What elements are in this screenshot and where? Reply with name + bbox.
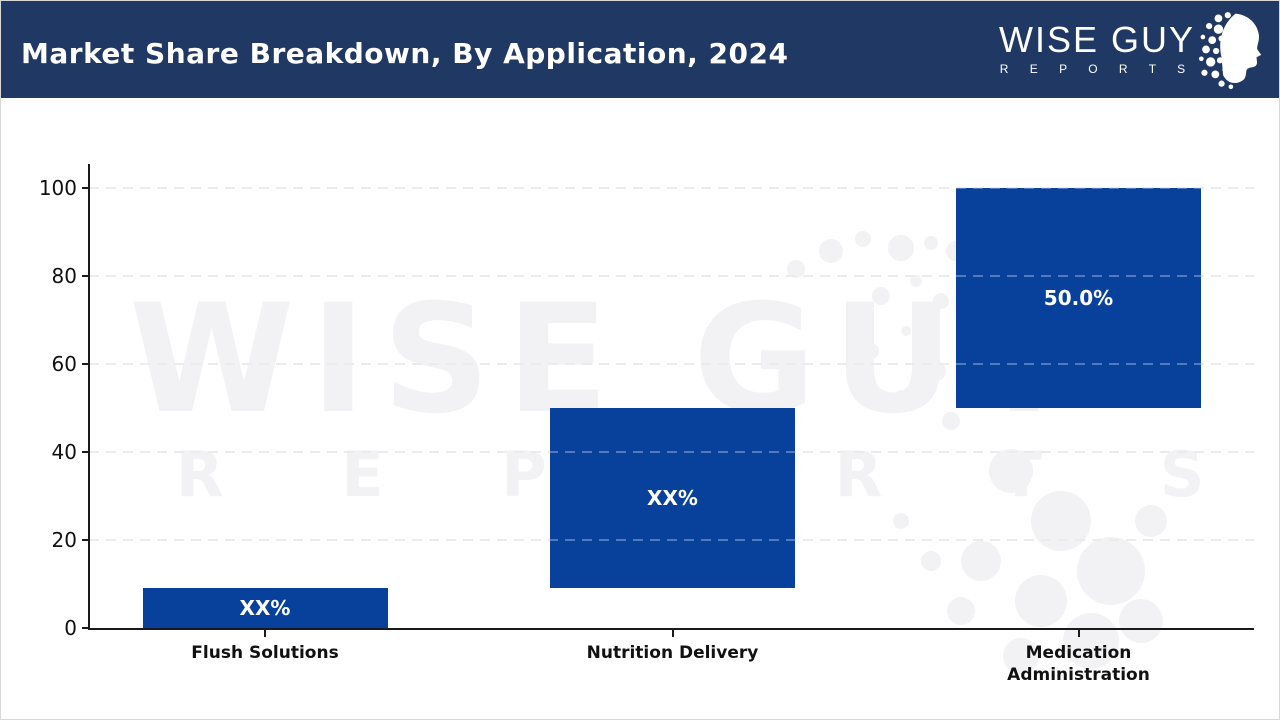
watermark-dot xyxy=(1003,638,1039,674)
dotted-face-icon xyxy=(1199,12,1262,90)
watermark-dot xyxy=(819,239,843,263)
watermark-dot xyxy=(926,361,946,381)
watermark-dot xyxy=(924,236,938,250)
y-tick-label: 40 xyxy=(51,440,77,464)
y-tick-label: 20 xyxy=(51,528,77,552)
category-label: Flush Solutions xyxy=(191,643,339,663)
watermark-dot xyxy=(863,343,879,359)
wise-guy-reports-logo: WISE GUY R E P O R T S xyxy=(999,7,1273,93)
watermark-dot xyxy=(872,287,890,305)
watermark-dot xyxy=(1015,575,1067,627)
y-tick-label: 60 xyxy=(51,352,77,376)
logo-wordmark: WISE GUY xyxy=(998,19,1195,60)
y-tick xyxy=(82,363,89,365)
gridline-overlay xyxy=(89,451,1254,453)
y-tick-label: 0 xyxy=(64,616,77,640)
watermark-dot xyxy=(787,260,805,278)
gridline-overlay xyxy=(89,539,1254,541)
watermark-dot xyxy=(942,412,960,430)
watermark-dot xyxy=(921,551,941,571)
bar-value-label: XX% xyxy=(239,596,291,621)
watermark-dot xyxy=(893,513,909,529)
watermark-dot xyxy=(947,597,975,625)
category-label: Nutrition Delivery xyxy=(586,643,759,663)
watermark-dot xyxy=(1063,613,1119,669)
gridline-overlay xyxy=(89,187,1254,189)
watermark-dot xyxy=(961,541,1001,581)
y-tick xyxy=(82,451,89,453)
plot-region: WISE GUY R E P O R T S 020406080100XX%XX… xyxy=(1,98,1279,719)
x-tick xyxy=(671,630,674,637)
watermark-dot xyxy=(989,449,1033,493)
watermark-dot xyxy=(901,326,911,336)
category-label: Medication Administration xyxy=(1007,643,1150,685)
watermark-dot xyxy=(855,231,871,247)
watermark-dot xyxy=(888,235,914,261)
x-tick xyxy=(264,630,266,637)
bar-value-label: 50.0% xyxy=(1043,286,1114,310)
y-tick xyxy=(82,627,89,629)
y-tick-label: 80 xyxy=(51,264,77,288)
gridline xyxy=(89,187,1254,189)
watermark-dot xyxy=(1119,599,1163,643)
watermark-dot xyxy=(895,390,907,402)
logo-subtitle: R E P O R T S xyxy=(999,62,1195,76)
watermark-dot xyxy=(1031,491,1091,551)
header-bar: Market Share Breakdown, By Application, … xyxy=(1,1,1279,98)
bar-value-label: XX% xyxy=(647,486,698,511)
y-axis-line xyxy=(88,164,90,630)
y-tick-label: 100 xyxy=(38,176,77,200)
page-title: Market Share Breakdown, By Application, … xyxy=(21,37,789,70)
x-tick xyxy=(1077,630,1080,637)
watermark-dot xyxy=(933,293,949,309)
bar-segment xyxy=(142,588,388,628)
watermark-dot xyxy=(1077,537,1145,605)
gridline xyxy=(89,363,1254,365)
y-tick xyxy=(82,187,89,189)
bar-segment xyxy=(956,188,1201,408)
gridline-overlay xyxy=(89,363,1254,365)
y-tick xyxy=(82,539,89,541)
y-tick xyxy=(82,275,89,277)
gridline xyxy=(89,275,1254,277)
gridline-overlay xyxy=(89,275,1254,277)
bar-segment xyxy=(550,408,795,589)
watermark-dot xyxy=(910,275,922,287)
watermark-dot xyxy=(1135,505,1167,537)
x-axis-line xyxy=(88,628,1254,630)
